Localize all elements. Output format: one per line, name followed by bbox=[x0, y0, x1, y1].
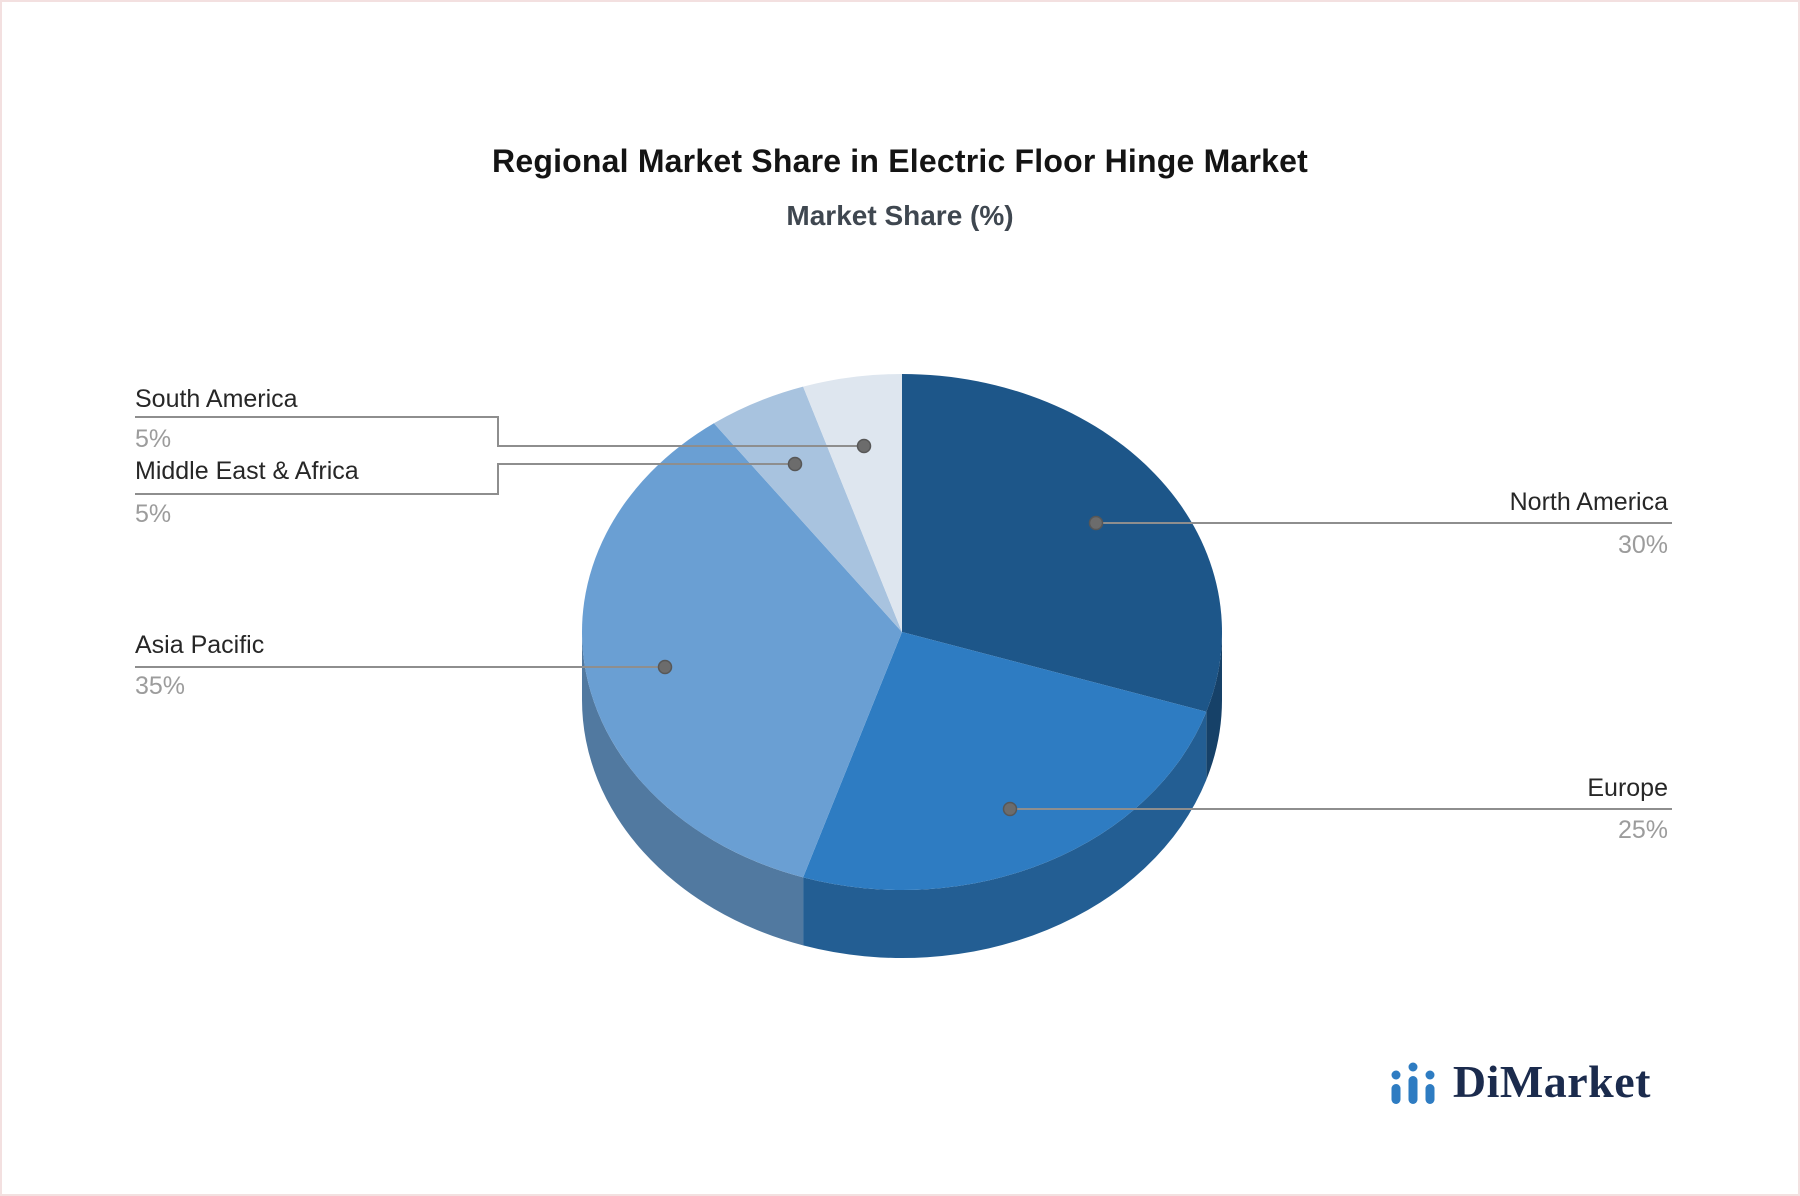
pie-slice-europe[interactable] bbox=[803, 632, 1207, 890]
slice-label: North America bbox=[1509, 488, 1668, 516]
connector-dot bbox=[856, 438, 872, 454]
slice-value: 5% bbox=[135, 500, 172, 528]
brand-name: DiMarket bbox=[1452, 1056, 1651, 1107]
slice-label: Asia Pacific bbox=[135, 631, 265, 659]
pie-slice-asia-pacific[interactable] bbox=[581, 423, 902, 878]
connector-south-america bbox=[135, 416, 864, 447]
pie-side-europe bbox=[803, 711, 1207, 958]
pie-slice-north-america[interactable] bbox=[902, 374, 1223, 712]
chart-title: Regional Market Share in Electric Floor … bbox=[492, 143, 1308, 179]
callout-south-america-value: 5% bbox=[135, 425, 171, 453]
slice-value: 35% bbox=[135, 672, 186, 700]
slice-label: Europe bbox=[1587, 774, 1668, 802]
bar-chart-logo-icon bbox=[1391, 1062, 1435, 1104]
callout-europe: Europe bbox=[1587, 774, 1668, 802]
callout-europe-value: 25% bbox=[1618, 816, 1668, 844]
slice-value: 30% bbox=[1617, 531, 1668, 559]
connector-middle-east-africa bbox=[135, 463, 795, 495]
slice-label: South America bbox=[135, 385, 298, 413]
callout-asia-pacific-value: 35% bbox=[135, 672, 185, 700]
pie-slice-south-america[interactable] bbox=[803, 374, 902, 632]
pie-side-north-america bbox=[1206, 632, 1222, 780]
connector-dot bbox=[1002, 801, 1018, 817]
brand-logo[interactable]: DiMarket bbox=[1389, 1058, 1651, 1106]
callout-north-america: North America bbox=[1510, 488, 1668, 516]
callout-asia-pacific: Asia Pacific bbox=[135, 631, 264, 659]
pie-slice-middle-east-africa[interactable] bbox=[713, 386, 902, 632]
chart-subtitle: Market Share (%) bbox=[786, 200, 1014, 231]
callout-south-america: South America bbox=[135, 385, 298, 413]
pie-side-asia-pacific bbox=[582, 632, 804, 946]
slice-value: 25% bbox=[1617, 816, 1668, 844]
connector-dot bbox=[787, 456, 803, 472]
slice-label: Middle East & Africa bbox=[135, 457, 359, 485]
slice-value: 5% bbox=[135, 425, 172, 453]
connector-dot bbox=[1088, 515, 1104, 531]
connector-dot bbox=[657, 659, 673, 675]
callout-middle-east-africa: Middle East & Africa bbox=[135, 457, 359, 485]
callout-middle-east-africa-value: 5% bbox=[135, 500, 171, 528]
callout-north-america-value: 30% bbox=[1618, 531, 1668, 559]
